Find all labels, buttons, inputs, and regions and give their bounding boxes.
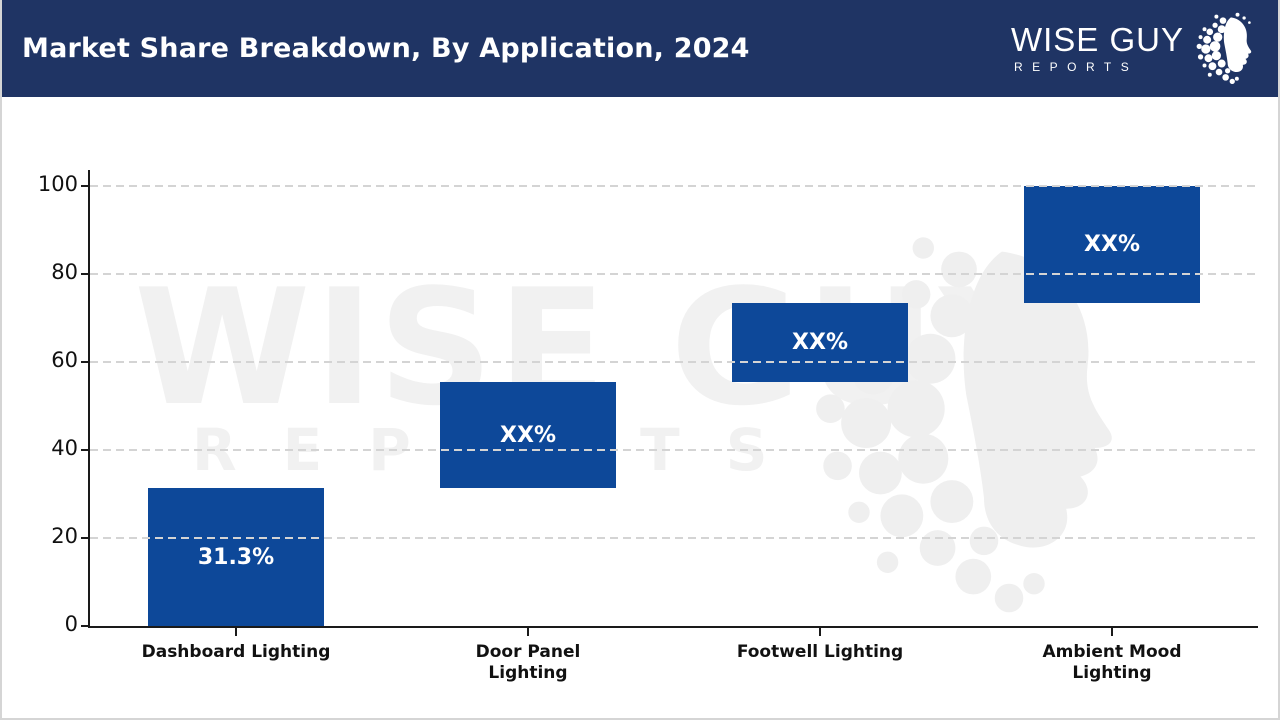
waterfall-bar: XX%	[1024, 186, 1200, 304]
y-tickmark	[81, 361, 90, 363]
bar-value-label: XX%	[792, 330, 848, 356]
x-tick-label: Door Panel Lighting	[475, 642, 581, 684]
bar-value-label: 31.3%	[197, 544, 275, 570]
y-tickmark	[81, 625, 90, 627]
bar-value-label: XX%	[500, 422, 556, 448]
y-tick-label: 0	[64, 612, 78, 636]
bar-value-label: XX%	[1084, 232, 1140, 258]
waterfall-bar: XX%	[732, 303, 908, 382]
y-gridline	[90, 273, 1258, 275]
y-tick-label: 60	[51, 348, 78, 372]
y-gridline	[90, 361, 1258, 363]
x-tick-label: Footwell Lighting	[736, 642, 904, 662]
waterfall-bar: 31.3%	[148, 488, 324, 626]
y-tickmark	[81, 537, 90, 539]
x-tick-label: Ambient Mood Lighting	[1042, 642, 1182, 684]
y-tickmark	[81, 449, 90, 451]
header-bar: Market Share Breakdown, By Application, …	[2, 0, 1278, 97]
y-tickmark	[81, 185, 90, 187]
x-tickmark	[527, 628, 529, 636]
page-title: Market Share Breakdown, By Application, …	[22, 33, 750, 64]
logo-face-icon	[1196, 12, 1252, 84]
y-gridline	[90, 537, 1258, 539]
y-tickmark	[81, 273, 90, 275]
logo-subtext: REPORTS	[1013, 60, 1139, 74]
logo-wordmark: WISE GUY	[1010, 21, 1184, 58]
y-axis-line	[88, 170, 90, 628]
y-gridline	[90, 449, 1258, 451]
x-tickmark	[1111, 628, 1113, 636]
y-tick-label: 40	[51, 436, 78, 460]
y-gridline	[90, 185, 1258, 187]
plot-area: 0 20 40 60 80 100 31.3% Dashboard Lighting XX% Do…	[2, 97, 1278, 718]
y-tick-label: 80	[51, 260, 78, 284]
x-tickmark	[235, 628, 237, 636]
brand-logo: WISE GUY REPORTS	[1011, 9, 1256, 89]
x-tickmark	[819, 628, 821, 636]
y-tick-label: 100	[37, 172, 78, 196]
x-tick-label: Dashboard Lighting	[141, 642, 331, 662]
x-axis-line	[88, 626, 1258, 628]
waterfall-bar: XX%	[440, 381, 616, 489]
y-tick-label: 20	[51, 524, 78, 548]
